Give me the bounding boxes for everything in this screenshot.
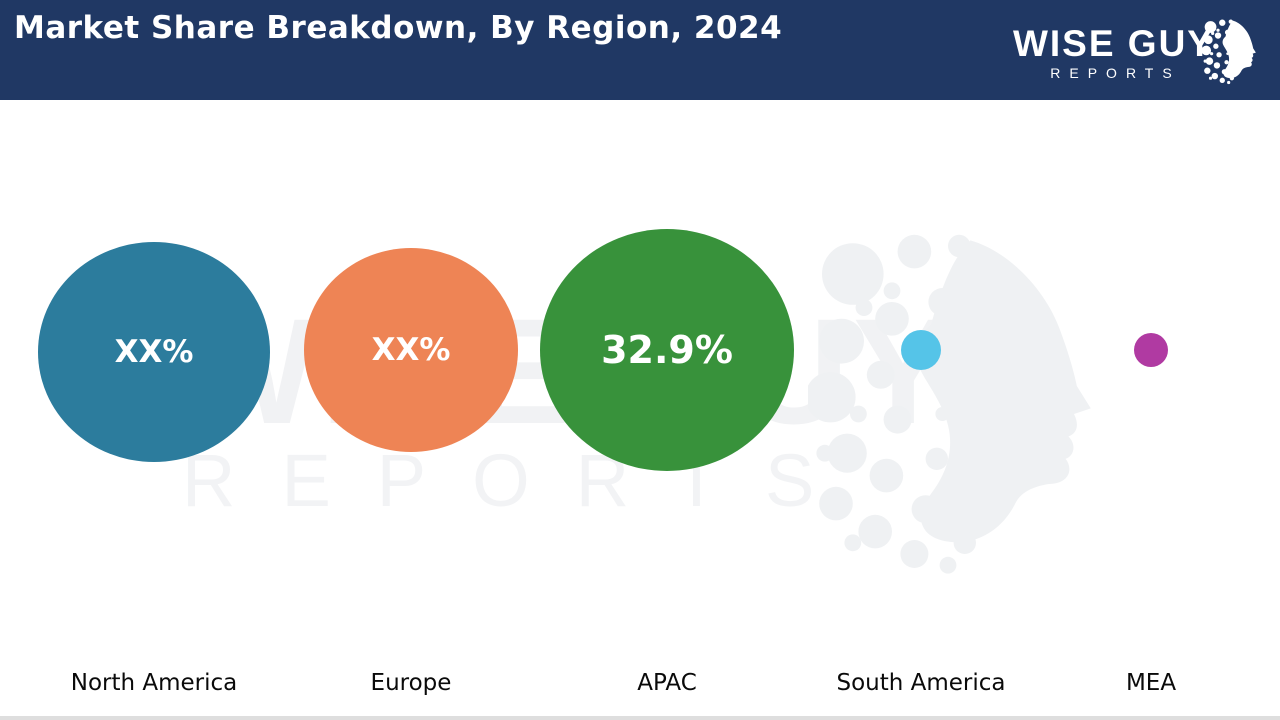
bubble-chart-area: WISE GUY REPORTS XX%North AmericaXX%Euro…	[0, 100, 1280, 716]
category-label-south-america: South America	[836, 670, 1006, 696]
category-label-europe: Europe	[370, 670, 452, 696]
category-label-north-america: North America	[70, 670, 238, 696]
category-label-apac: APAC	[637, 670, 697, 696]
bubble-south-america	[901, 330, 941, 370]
bottom-edge-strip	[0, 716, 1280, 720]
header-bar: Market Share Breakdown, By Region, 2024 …	[0, 0, 1280, 100]
category-label-mea: MEA	[1125, 670, 1177, 696]
logo-wordmark: WISE GUY	[1012, 22, 1214, 64]
bubble-apac: 32.9%	[540, 229, 794, 471]
bubble-europe: XX%	[304, 248, 518, 452]
logo-subtext: REPORTS	[1050, 65, 1181, 82]
wiseguy-logo: WISE GUY REPORTS	[1013, 6, 1266, 96]
bubble-value-europe: XX%	[371, 332, 451, 368]
bubble-value-apac: 32.9%	[601, 328, 733, 372]
bubble-mea	[1134, 333, 1168, 367]
bubble-value-north-america: XX%	[114, 334, 194, 370]
page-title: Market Share Breakdown, By Region, 2024	[14, 10, 783, 46]
logo-text: WISE GUY REPORTS	[1012, 22, 1214, 82]
bubble-north-america: XX%	[38, 242, 270, 462]
